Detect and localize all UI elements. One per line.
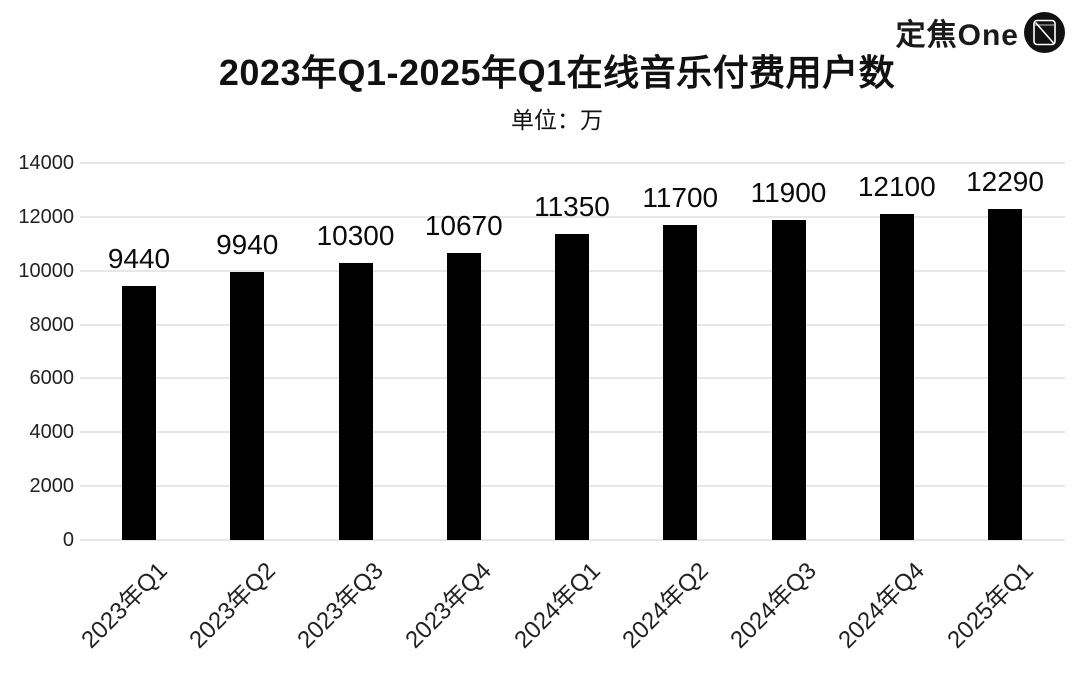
bar (663, 224, 698, 540)
y-axis-tick-label: 12000 (18, 205, 74, 228)
gridline (80, 215, 1065, 218)
gridline (80, 162, 1065, 164)
x-axis-tick-label: 2024年Q3 (725, 557, 822, 654)
y-axis-tick-label: 8000 (29, 313, 75, 336)
x-axis-tick-label: 2023年Q2 (184, 557, 281, 654)
y-axis-tick-label: 4000 (29, 421, 75, 444)
y-axis-tick-label: 6000 (29, 367, 75, 390)
bar-value-label: 12100 (857, 171, 936, 203)
x-axis-tick-label: 2024年Q1 (508, 557, 606, 654)
x-axis-tick-label: 2023年Q1 (75, 557, 173, 654)
bar (771, 219, 806, 540)
y-axis-tick-label: 2000 (29, 475, 75, 498)
bar-value-label: 12290 (966, 166, 1044, 198)
brand-logo: 定焦One (896, 10, 1066, 54)
bar-value-label: 11900 (750, 176, 827, 208)
bar-value-label: 9940 (216, 229, 279, 261)
bar-value-label: 11350 (534, 191, 610, 223)
bar (122, 285, 156, 540)
bar-value-label: 10300 (316, 219, 395, 251)
bar (446, 252, 481, 540)
bar (879, 214, 914, 540)
bar-value-label: 9440 (107, 242, 171, 274)
x-axis-tick-label: 2023年Q3 (292, 557, 389, 654)
brand-name: 定焦One (895, 19, 1019, 52)
gridline (80, 539, 1065, 541)
y-axis-tick-label: 14000 (18, 152, 74, 174)
bar (988, 209, 1022, 540)
bar (555, 234, 589, 540)
x-axis-tick-label: 2023年Q4 (400, 557, 498, 654)
bar (230, 272, 265, 540)
camera-focus-lens-icon (1024, 11, 1065, 53)
y-axis-tick-label: 10000 (18, 259, 74, 282)
x-axis-tick-label: 2024年Q2 (617, 557, 714, 654)
chart-unit-label: 单位：万 (511, 107, 603, 133)
bar-value-label: 10670 (424, 209, 503, 241)
x-axis-tick-label: 2024年Q4 (833, 557, 931, 654)
x-axis-tick-label: 2025年Q1 (941, 557, 1039, 654)
bar (338, 262, 373, 540)
chart-title: 2023年Q1-2025年Q1在线音乐付费用户数 (218, 52, 896, 93)
y-axis-tick-label: 0 (62, 529, 74, 551)
bar-value-label: 11700 (642, 181, 719, 213)
